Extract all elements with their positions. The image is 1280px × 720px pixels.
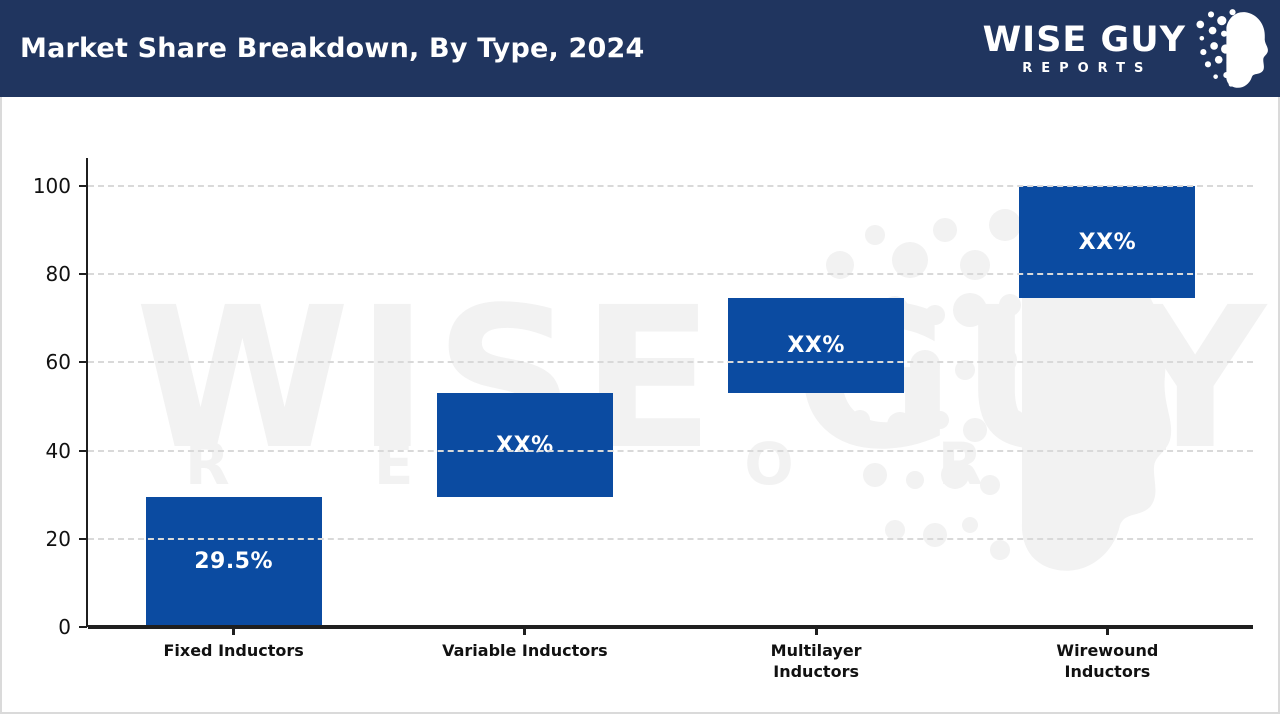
y-tick-label: 100 [32,174,71,198]
y-tick-mark [79,449,87,452]
bar-variable-inductors: XX% [436,393,613,497]
y-tick-mark [79,273,87,276]
x-axis-line [88,625,1253,629]
y-tick-label: 40 [45,438,71,463]
bar-wirewound-inductors: XX% [1019,186,1196,299]
y-tick-mark [79,537,87,540]
bar-value-label: XX% [787,333,845,359]
watermark-face-icon [826,209,1172,571]
bar-multilayer-inductors: XX% [728,298,905,394]
x-tick-label-line: Multilayer [770,641,862,660]
gridline [88,449,1253,452]
logo-face-icon [1196,8,1268,88]
page-title: Market Share Breakdown, By Type, 2024 [20,33,645,64]
gridline [88,537,1253,540]
x-tick-mark [523,627,527,635]
x-tick-label-line: Inductors [1064,662,1151,681]
bar-value-label: XX% [496,432,554,458]
logo-wordmark: WISE GUY [982,19,1186,60]
logo-subtext: REPORTS [1022,60,1153,76]
x-tick-mark [1105,627,1109,635]
y-tick-label: 0 [58,615,71,639]
x-tick-mark [232,627,236,635]
x-tick-label: Wirewound Inductors [992,640,1222,682]
x-tick-label-line: Wirewound [1056,641,1159,660]
header: Market Share Breakdown, By Type, 2024 WI… [0,0,1280,97]
gridline [88,273,1253,276]
y-tick-mark [79,626,87,628]
bar-value-label: 29.5% [194,549,274,575]
x-tick-label: Multilayer Inductors [701,640,931,682]
x-tick-label-line: Variable Inductors [442,641,608,660]
gridline [88,361,1253,364]
x-tick-label-line: Fixed Inductors [163,641,304,660]
bar-fixed-inductors: 29.5% [145,496,322,627]
y-tick-mark [79,361,87,364]
y-axis-line [86,158,88,627]
bar-value-label: XX% [1078,229,1137,255]
y-tick-label: 80 [45,262,71,287]
x-tick-label: Fixed Inductors [119,640,349,661]
y-tick-label: 20 [45,526,71,551]
x-tick-label: Variable Inductors [410,640,640,661]
y-tick-mark [79,185,87,187]
y-tick-label: 60 [45,350,71,375]
x-tick-mark [814,627,818,635]
x-tick-label-line: Inductors [773,662,859,681]
logo-text: WISE GUY REPORTS [983,22,1186,76]
logo: WISE GUY REPORTS [983,0,1270,97]
gridline [88,185,1253,187]
